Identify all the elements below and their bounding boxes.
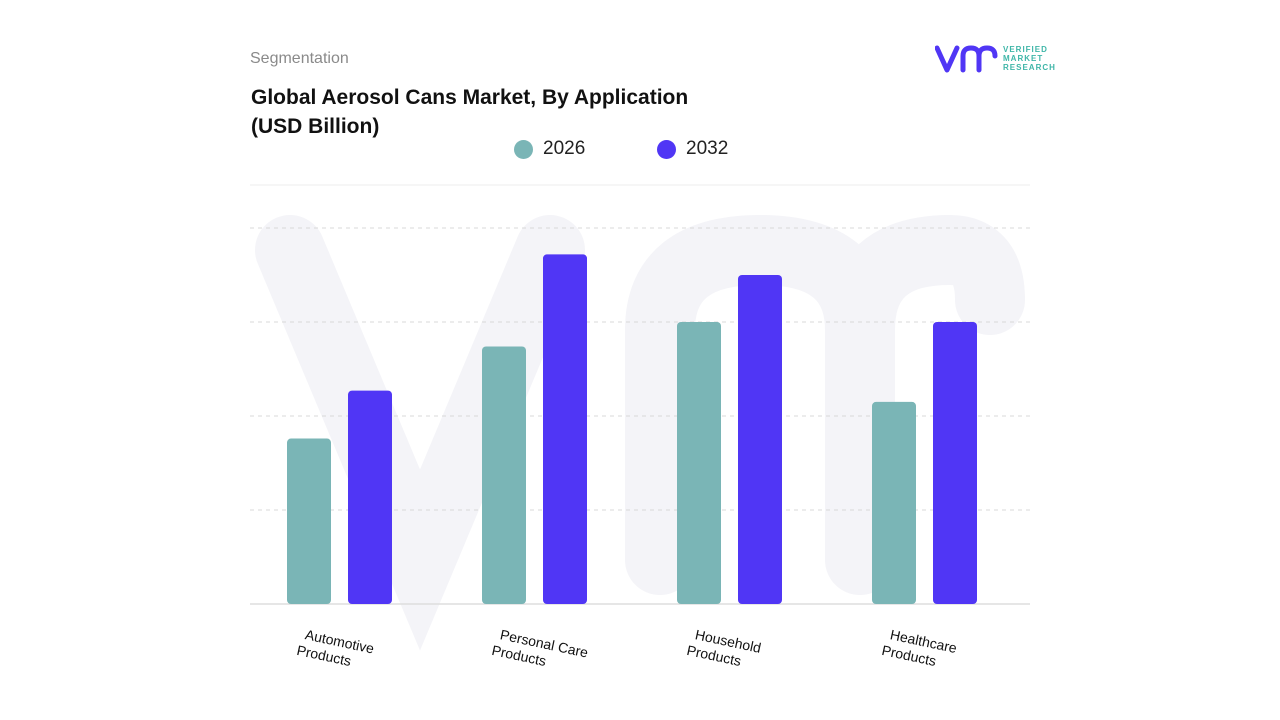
bar-2026-0 (287, 438, 331, 604)
logo-line-3: RESEARCH (1003, 63, 1056, 72)
legend-item-2026: 2026 (514, 136, 585, 162)
bar-2026-3 (872, 401, 916, 604)
legend-dot-2026 (514, 139, 533, 159)
chart-legend: 2026 2032 (0, 136, 1280, 162)
x-tick-label: HealthcareProducts (880, 625, 958, 672)
legend-label-2032: 2032 (686, 138, 729, 159)
x-tick-label: HouseholdProducts (685, 625, 762, 672)
bar-2032-1 (543, 254, 587, 604)
vmr-logo-icon (935, 45, 998, 73)
chart-title: Global Aerosol Cans Market, By Applicati… (251, 86, 689, 138)
bar-2032-3 (933, 322, 977, 604)
bar-2026-2 (677, 322, 721, 604)
legend-label-2026: 2026 (543, 138, 586, 159)
legend-dot-2032 (657, 139, 676, 159)
bar-2032-2 (738, 275, 782, 604)
bar-2026-1 (482, 346, 526, 604)
segment-label: Segmentation (250, 50, 349, 67)
x-tick-label: AutomotiveProducts (295, 625, 375, 673)
bar-2032-0 (348, 390, 392, 604)
logo-line-1: VERIFIED (1003, 45, 1048, 54)
logo-text: VERIFIED MARKET RESEARCH (1003, 45, 1056, 72)
x-tick-label: Personal CareProducts (490, 625, 589, 677)
legend-item-2032: 2032 (657, 136, 728, 162)
logo-line-2: MARKET (1003, 54, 1044, 63)
